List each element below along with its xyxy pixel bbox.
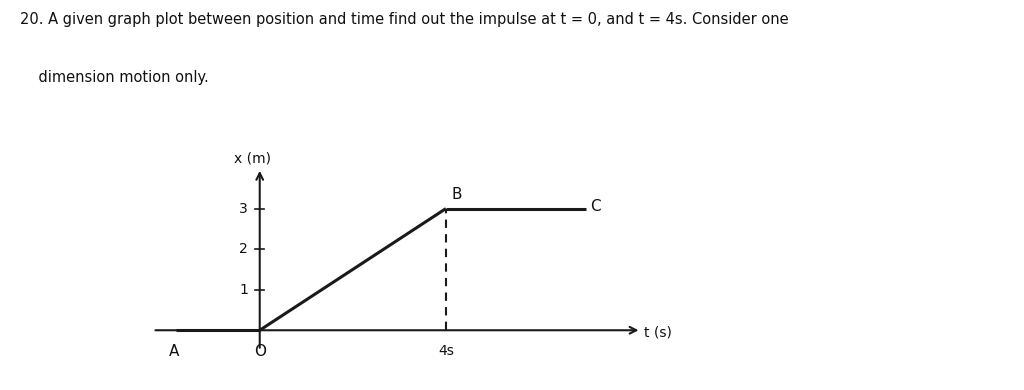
Text: 20. A given graph plot between position and time find out the impulse at t = 0, : 20. A given graph plot between position … [20,12,790,27]
Text: B: B [452,188,462,202]
Text: dimension motion only.: dimension motion only. [20,70,209,85]
Text: x (m): x (m) [234,152,271,166]
Text: 4s: 4s [438,344,454,358]
Text: A: A [168,344,179,360]
Text: 1: 1 [240,283,248,297]
Text: t (s): t (s) [644,325,672,339]
Text: 2: 2 [240,242,248,256]
Text: C: C [590,199,601,214]
Text: O: O [254,344,265,360]
Text: 3: 3 [240,202,248,216]
